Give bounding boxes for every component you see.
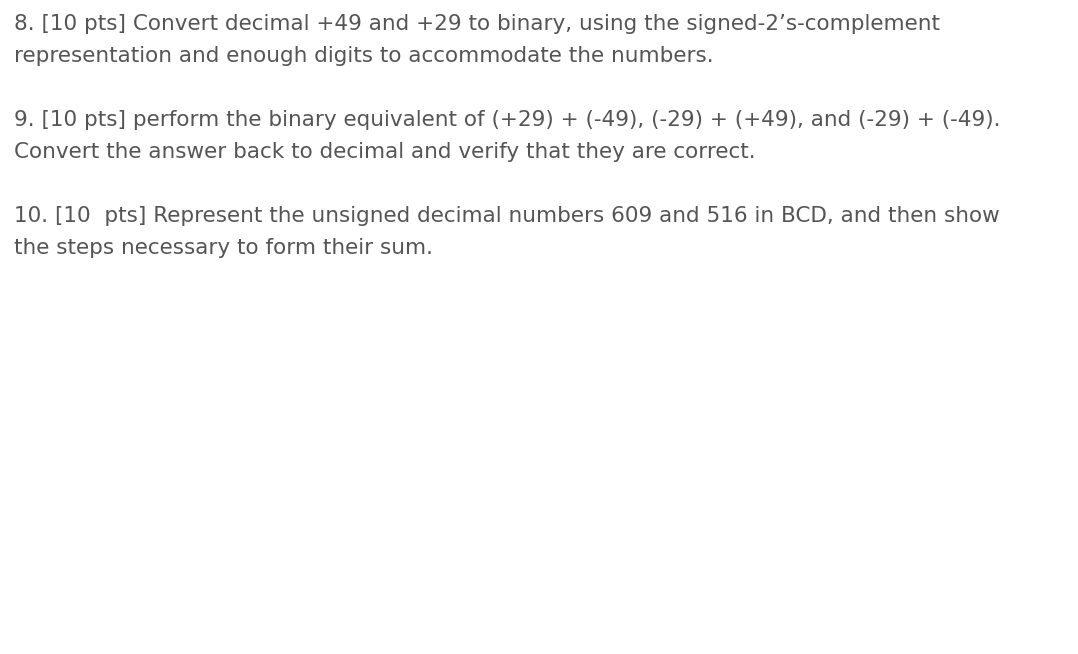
- Text: 8. [10 pts] Convert decimal +49 and +29 to binary, using the signed-2’s-compleme: 8. [10 pts] Convert decimal +49 and +29 …: [14, 14, 940, 34]
- Text: Convert the answer back to decimal and verify that they are correct.: Convert the answer back to decimal and v…: [14, 142, 756, 162]
- Text: 10. [10  pts] Represent the unsigned decimal numbers 609 and 516 in BCD, and the: 10. [10 pts] Represent the unsigned deci…: [14, 206, 999, 226]
- Text: representation and enough digits to accommodate the numbers.: representation and enough digits to acco…: [14, 46, 714, 66]
- Text: 9. [10 pts] perform the binary equivalent of (+29) + (-49), (-29) + (+49), and (: 9. [10 pts] perform the binary equivalen…: [14, 110, 1000, 130]
- Text: the steps necessary to form their sum.: the steps necessary to form their sum.: [14, 238, 433, 258]
